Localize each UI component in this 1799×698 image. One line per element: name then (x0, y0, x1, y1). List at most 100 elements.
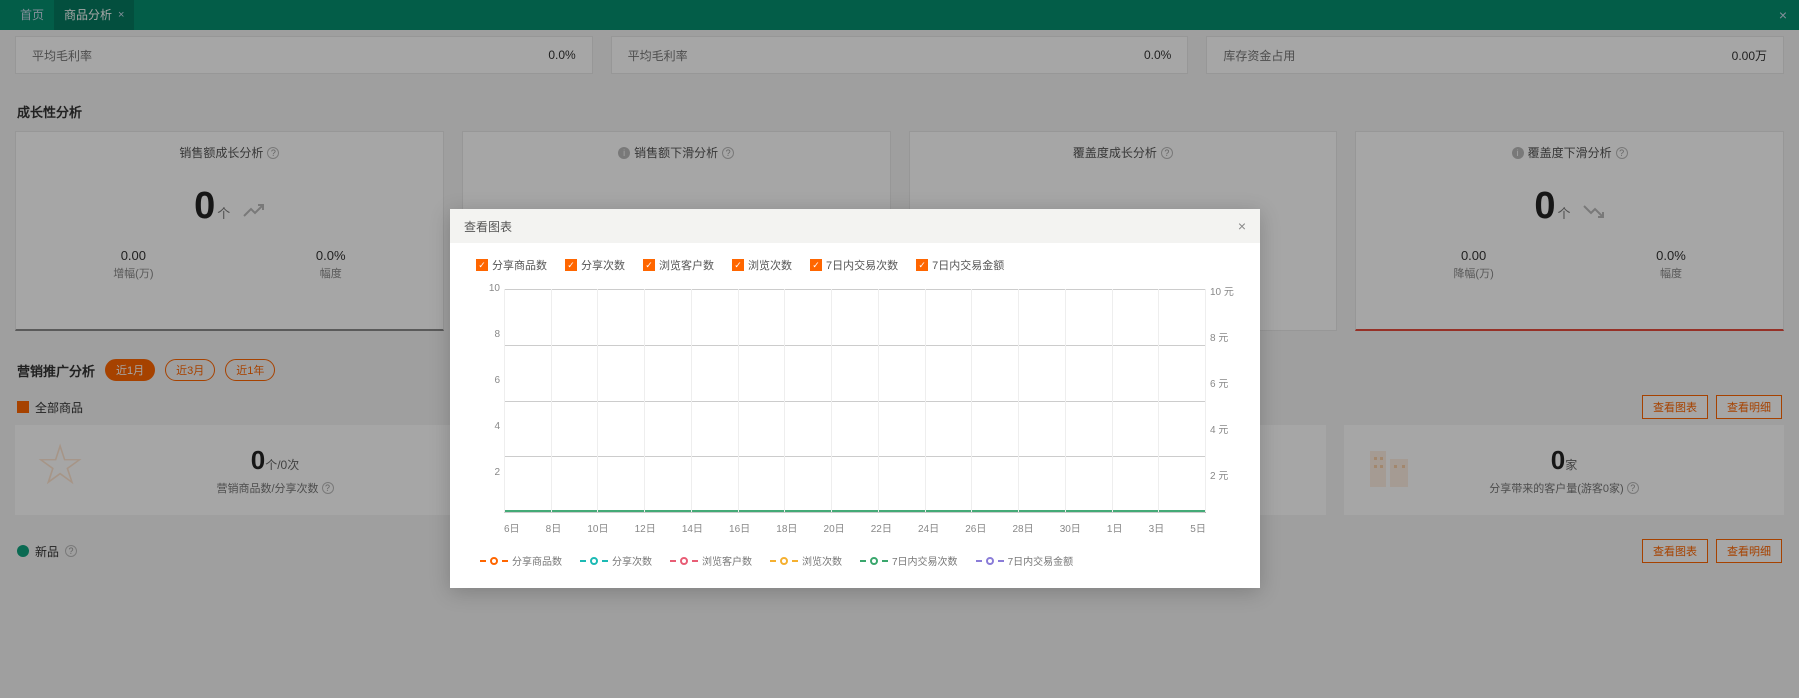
series-checkbox[interactable]: ✓ 7日内交易次数 (810, 257, 898, 273)
x-tick: 12日 (635, 520, 656, 535)
y-axis-left: 10 8 6 4 2 (470, 283, 500, 513)
legend-marker-icon (780, 557, 788, 565)
checkbox-label: 浏览客户数 (659, 257, 714, 273)
vgridline (925, 289, 926, 512)
legend-line-icon (860, 560, 866, 562)
legend-item[interactable]: 浏览次数 (770, 553, 842, 568)
legend-line-icon (692, 560, 698, 562)
legend-line-icon (770, 560, 776, 562)
series-checkbox[interactable]: ✓ 分享商品数 (476, 257, 547, 273)
x-tick: 20日 (824, 520, 845, 535)
x-tick: 16日 (729, 520, 750, 535)
gridline (504, 512, 1205, 513)
checkbox-icon: ✓ (810, 259, 822, 271)
x-tick: 26日 (965, 520, 986, 535)
checkbox-icon: ✓ (643, 259, 655, 271)
x-tick: 10日 (587, 520, 608, 535)
gridline (504, 401, 1205, 402)
checkbox-label: 7日内交易金额 (932, 257, 1004, 273)
y-tick: 8 元 (1210, 329, 1240, 344)
vgridline (1018, 289, 1019, 512)
x-axis: 6日8日10日12日14日16日18日20日22日24日26日28日30日1日3… (504, 520, 1206, 535)
line-chart: 10 8 6 4 2 10 元 8 元 6 元 4 元 2 元 6日 8日 10日 12日 14日 16日… (470, 283, 1240, 543)
checkbox-label: 分享商品数 (492, 257, 547, 273)
chart-plot (504, 289, 1206, 513)
x-tick: 18日 (776, 520, 797, 535)
legend-row: 分享商品数 分享次数 浏览客户数 浏览次数 7日内交易次数 7日内交易金额 (480, 553, 1240, 568)
series-checkbox[interactable]: ✓ 浏览次数 (732, 257, 792, 273)
x-tick: 14日 (682, 520, 703, 535)
checkbox-label: 分享次数 (581, 257, 625, 273)
legend-line-icon (502, 560, 508, 562)
gridline (504, 345, 1205, 346)
legend-line-icon (480, 560, 486, 562)
legend-label: 浏览客户数 (702, 553, 752, 568)
modal-close-icon[interactable]: × (1238, 218, 1246, 234)
legend-item[interactable]: 分享商品数 (480, 553, 562, 568)
gridline (504, 456, 1205, 457)
legend-label: 7日内交易金额 (1008, 553, 1074, 568)
gridline (504, 289, 1205, 290)
modal-title: 查看图表 (464, 218, 512, 235)
legend-line-icon (792, 560, 798, 562)
vgridline (878, 289, 879, 512)
y-tick: 6 元 (1210, 375, 1240, 390)
legend-label: 分享次数 (612, 553, 652, 568)
legend-label: 分享商品数 (512, 553, 562, 568)
legend-line-icon (976, 560, 982, 562)
vgridline (1112, 289, 1113, 512)
legend-label: 浏览次数 (802, 553, 842, 568)
y-tick: 2 元 (1210, 467, 1240, 482)
series-checkbox[interactable]: ✓ 分享次数 (565, 257, 625, 273)
legend-line-icon (998, 560, 1004, 562)
x-tick: 22日 (871, 520, 892, 535)
legend-marker-icon (680, 557, 688, 565)
y-tick: 2 (470, 467, 500, 478)
legend-item[interactable]: 浏览客户数 (670, 553, 752, 568)
y-tick: 10 (470, 283, 500, 294)
checkbox-row: ✓ 分享商品数 ✓ 分享次数 ✓ 浏览客户数 ✓ 浏览次数 ✓ 7日内交易次数 ✓ 7日内交易金额 (476, 257, 1240, 273)
vgridline (784, 289, 785, 512)
checkbox-icon: ✓ (476, 259, 488, 271)
checkbox-icon: ✓ (732, 259, 744, 271)
legend-item[interactable]: 分享次数 (580, 553, 652, 568)
checkbox-icon: ✓ (565, 259, 577, 271)
x-tick: 30日 (1060, 520, 1081, 535)
x-tick: 8日 (546, 520, 562, 535)
legend-item[interactable]: 7日内交易次数 (860, 553, 958, 568)
legend-marker-icon (870, 557, 878, 565)
legend-marker-icon (590, 557, 598, 565)
checkbox-label: 7日内交易次数 (826, 257, 898, 273)
chart-modal: 查看图表 × ✓ 分享商品数 ✓ 分享次数 ✓ 浏览客户数 ✓ 浏览次数 ✓ 7日内交易次数 ✓ 7日… (450, 209, 1260, 588)
checkbox-label: 浏览次数 (748, 257, 792, 273)
vgridline (1158, 289, 1159, 512)
x-tick: 24日 (918, 520, 939, 535)
series-checkbox[interactable]: ✓ 浏览客户数 (643, 257, 714, 273)
y-tick: 10 元 (1210, 283, 1240, 298)
vgridline (691, 289, 692, 512)
legend-label: 7日内交易次数 (892, 553, 958, 568)
y-tick: 4 元 (1210, 421, 1240, 436)
checkbox-icon: ✓ (916, 259, 928, 271)
modal-header: 查看图表 × (450, 209, 1260, 243)
y-tick: 6 (470, 375, 500, 386)
vgridline (551, 289, 552, 512)
legend-line-icon (580, 560, 586, 562)
vgridline (504, 289, 505, 512)
vgridline (831, 289, 832, 512)
vgridline (971, 289, 972, 512)
y-axis-right: 10 元 8 元 6 元 4 元 2 元 (1210, 283, 1240, 513)
x-tick: 28日 (1012, 520, 1033, 535)
modal-body: ✓ 分享商品数 ✓ 分享次数 ✓ 浏览客户数 ✓ 浏览次数 ✓ 7日内交易次数 ✓ 7日内交易金额 1… (450, 243, 1260, 588)
vgridline (1205, 289, 1206, 512)
y-tick: 4 (470, 421, 500, 432)
y-tick: 8 (470, 329, 500, 340)
vgridline (644, 289, 645, 512)
legend-marker-icon (490, 557, 498, 565)
legend-line-icon (670, 560, 676, 562)
series-checkbox[interactable]: ✓ 7日内交易金额 (916, 257, 1004, 273)
legend-item[interactable]: 7日内交易金额 (976, 553, 1074, 568)
legend-line-icon (882, 560, 888, 562)
x-tick: 1日 (1107, 520, 1123, 535)
x-tick: 6日 (504, 520, 520, 535)
